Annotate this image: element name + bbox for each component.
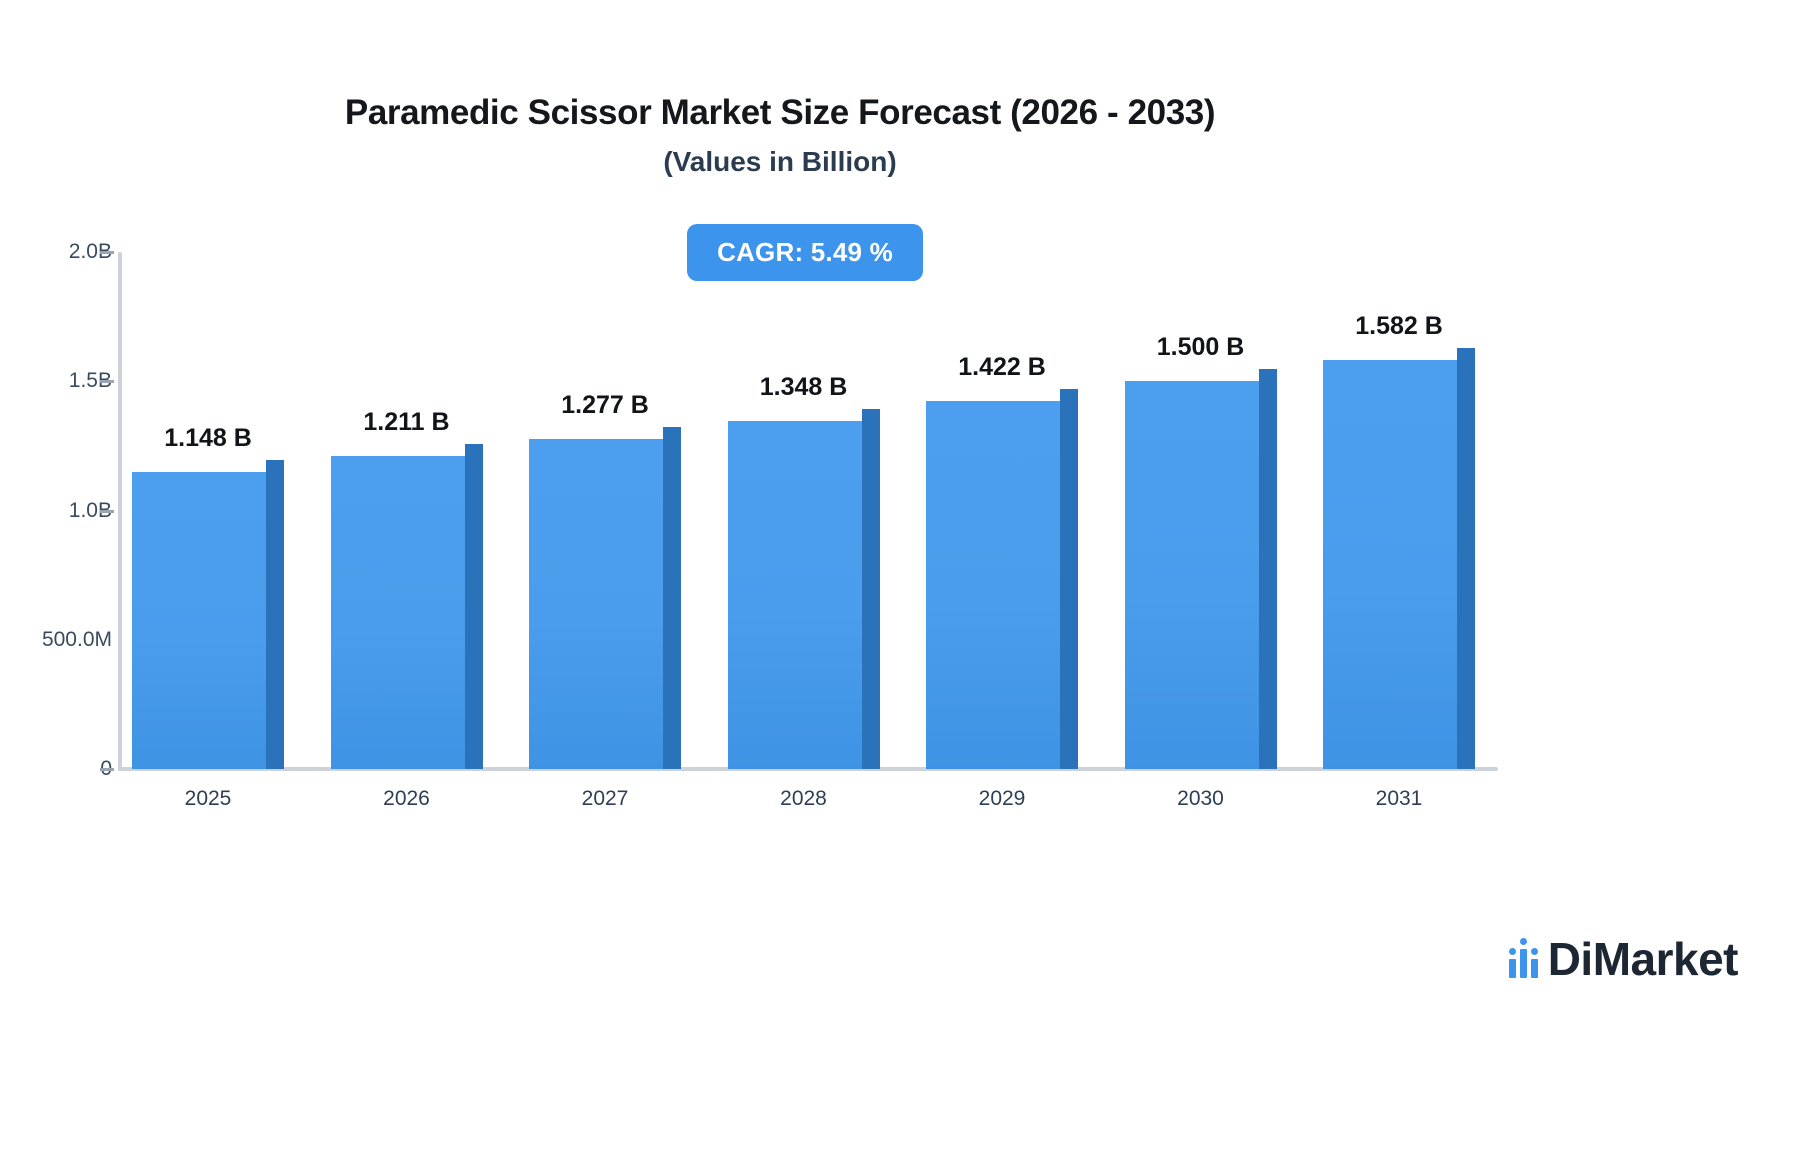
y-tick-mark <box>100 251 114 254</box>
bar-side-face <box>1258 369 1277 769</box>
bar[interactable] <box>132 460 284 769</box>
chart-title: Paramedic Scissor Market Size Forecast (… <box>344 93 1216 132</box>
bar-front-face <box>1124 381 1277 769</box>
chart-subtitle: (Values in Billion) <box>663 146 897 177</box>
y-tick-label: 1.0B <box>68 498 112 522</box>
bar[interactable] <box>330 443 483 769</box>
bar-side-face <box>861 408 880 769</box>
y-tick-mark <box>100 768 114 771</box>
y-tick: 2.0B <box>0 240 114 264</box>
logo-text: DiMarket <box>1547 933 1739 985</box>
bar-side-face <box>663 426 681 769</box>
y-tick-label: 500.0M <box>41 627 112 651</box>
y-tick: 500.0M <box>0 628 112 652</box>
bar-value-label: 1.500 B <box>1156 333 1245 362</box>
x-axis-label: 2026 <box>383 787 430 810</box>
logo-bar-1 <box>1508 948 1516 978</box>
y-tick: 0 <box>0 757 114 781</box>
plot-area: 2.0B 1.5B 1.0B 500.0M 0 1.148 B 1.211 B 1.277 … <box>0 240 1498 810</box>
bar-front-face <box>132 472 284 769</box>
x-axis-label: 2025 <box>184 787 232 810</box>
x-axis-label: 2030 <box>1177 787 1224 810</box>
bar-value-label: 1.277 B <box>561 390 649 419</box>
bar-front-face <box>727 420 880 769</box>
bars-layer: 1.148 B 1.211 B 1.277 B 1.348 B 1.422 B 1.500… <box>132 312 1475 769</box>
bar-value-label: 1.582 B <box>1355 312 1443 341</box>
cagr-badge: CAGR: 5.49 % <box>687 224 923 281</box>
bar[interactable] <box>1323 348 1475 769</box>
bar-side-face <box>266 460 284 769</box>
x-axis-label: 2028 <box>780 787 827 810</box>
x-axis-label: 2031 <box>1375 787 1423 810</box>
y-tick-mark <box>100 380 114 384</box>
bar-front-face <box>1323 360 1475 769</box>
y-tick: 1.5B <box>0 369 114 393</box>
bar-value-label: 1.422 B <box>958 353 1046 382</box>
bar-front-face <box>330 455 483 769</box>
bar[interactable] <box>727 408 880 769</box>
y-axis-line <box>118 252 122 771</box>
bar-value-label: 1.148 B <box>164 424 252 453</box>
x-axis-label: 2029 <box>978 787 1026 810</box>
y-tick: 1.0B <box>0 498 114 523</box>
bar[interactable] <box>1124 369 1277 769</box>
logo-bar-2 <box>1519 938 1527 978</box>
bar[interactable] <box>926 389 1078 769</box>
bar[interactable] <box>529 426 681 769</box>
y-tick-label: 1.5B <box>68 369 112 393</box>
dimarket-logo: DiMarket <box>1508 932 1739 986</box>
bar-value-label: 1.211 B <box>363 407 450 436</box>
logo-bar-3 <box>1530 948 1538 978</box>
bar-front-face <box>529 438 681 769</box>
bar-chart-icon <box>1508 938 1538 978</box>
y-tick-mark <box>100 509 114 513</box>
bar-side-face <box>464 443 483 769</box>
bar-front-face <box>926 401 1078 769</box>
bar-side-face <box>1457 348 1475 769</box>
bar-value-label: 1.348 B <box>759 372 848 401</box>
x-axis-line <box>118 767 1498 771</box>
bar-side-face <box>1060 389 1078 769</box>
y-tick-label: 2.0B <box>68 240 112 263</box>
x-axis-label: 2027 <box>581 787 629 810</box>
